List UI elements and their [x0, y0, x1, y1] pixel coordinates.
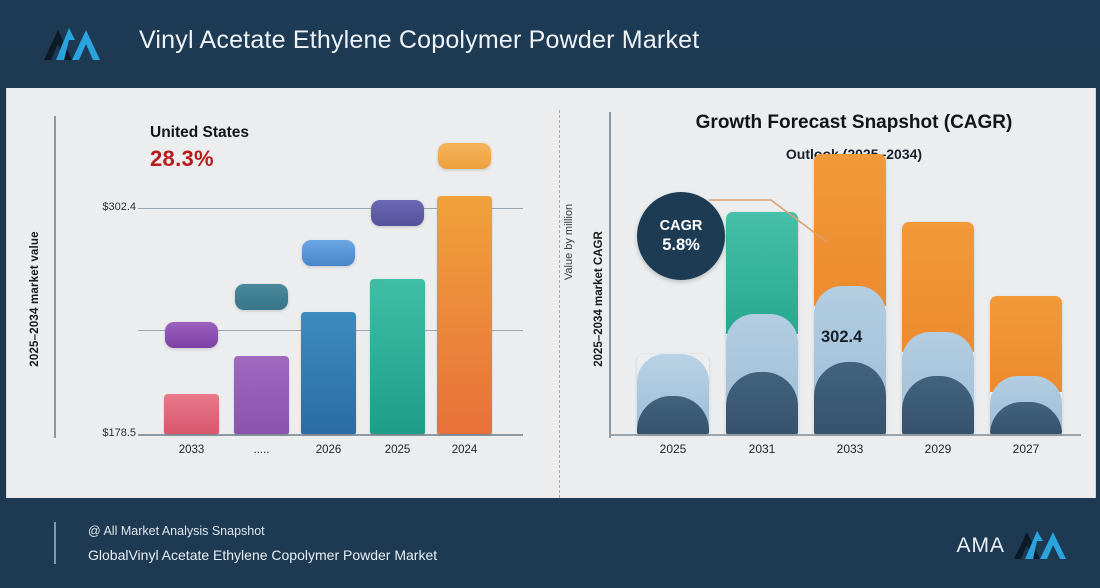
panel-divider [559, 110, 560, 498]
ama-logo-icon [44, 28, 100, 60]
page-title: Vinyl Acetate Ethylene Copolymer Powder … [139, 26, 700, 54]
left-bar-cap-1 [235, 284, 288, 310]
left-y-axis-label: 2025–2034 market value [29, 231, 41, 367]
footer-logo-text: AMA [956, 534, 1005, 557]
footer-accent-rule [54, 522, 56, 564]
left-bar-1 [234, 356, 289, 434]
right-bar-3 [902, 222, 974, 434]
left-bar-3 [370, 279, 425, 434]
right-seg-top-3 [902, 222, 974, 352]
left-y-axis-line [54, 116, 56, 438]
right-seg-top-1 [726, 212, 798, 334]
left-bar-cap-0 [165, 322, 218, 348]
left-gridline-top [138, 208, 523, 209]
right-y-axis-line [609, 112, 611, 438]
cagr-badge-value: 5.8% [662, 235, 700, 254]
left-tick-top: $302.4 [102, 201, 136, 213]
right-bar-1 [726, 212, 798, 434]
left-bar-cap-2 [302, 240, 355, 266]
cagr-badge-title: CAGR [659, 217, 703, 234]
left-bar-cap-3 [371, 200, 424, 226]
right-y-axis-label: 2025–2034 market CAGR [593, 231, 605, 367]
left-x-label-1: ..... [253, 444, 270, 456]
left-bar-4 [437, 196, 492, 434]
cagr-connector-line [709, 199, 828, 243]
left-bar-cap-4 [438, 143, 491, 169]
right-seg-base-1 [726, 372, 798, 434]
left-x-label-4: 2024 [451, 444, 478, 456]
right-bar-4 [990, 296, 1062, 434]
header-bar: Vinyl Acetate Ethylene Copolymer Powder … [0, 0, 1100, 88]
right-x-label-3: 2029 [924, 442, 952, 456]
right-x-label-4: 2027 [1012, 442, 1040, 456]
cagr-badge[interactable]: CAGR 5.8% [637, 192, 725, 280]
right-x-label-1: 2031 [748, 442, 776, 456]
chart-card: 2025–2034 market value United States 28.… [6, 88, 1096, 498]
right-seg-base-3 [902, 376, 974, 434]
left-bar-0 [164, 394, 219, 434]
ama-logo-icon [1014, 531, 1066, 559]
right-chart-title: Growth Forecast Snapshot (CAGR) [695, 112, 1013, 133]
right-seg-top-2 [814, 154, 886, 306]
left-x-label-0: 2033 [178, 444, 205, 456]
footer-source-text: @ All Market Analysis Snapshot [88, 524, 265, 538]
region-label: United States [150, 124, 250, 141]
right-bar-0 [637, 354, 709, 434]
footer-market-text: GlobalVinyl Acetate Ethylene Copolymer P… [88, 547, 438, 563]
right-x-label-2: 2033 [836, 442, 864, 456]
highlight-value-label: 302.4 [821, 328, 863, 346]
left-bar-2 [301, 312, 356, 434]
right-x-label-0: 2025 [659, 442, 687, 456]
footer-bar: @ All Market Analysis Snapshot GlobalVin… [0, 498, 1100, 588]
right-bar-2 [814, 154, 886, 434]
left-x-axis-line [138, 434, 523, 436]
right-seg-base-2 [814, 362, 886, 434]
left-x-label-2: 2026 [315, 444, 342, 456]
region-value: 28.3% [150, 146, 214, 171]
right-chart-panel: 2025–2034 market CAGR Growth Forecast Sn… [559, 88, 1095, 498]
left-tick-bottom: $178.5 [102, 427, 136, 439]
right-x-axis-line [611, 434, 1081, 436]
left-x-label-3: 2025 [384, 444, 411, 456]
left-chart-panel: 2025–2034 market value United States 28.… [7, 88, 575, 498]
